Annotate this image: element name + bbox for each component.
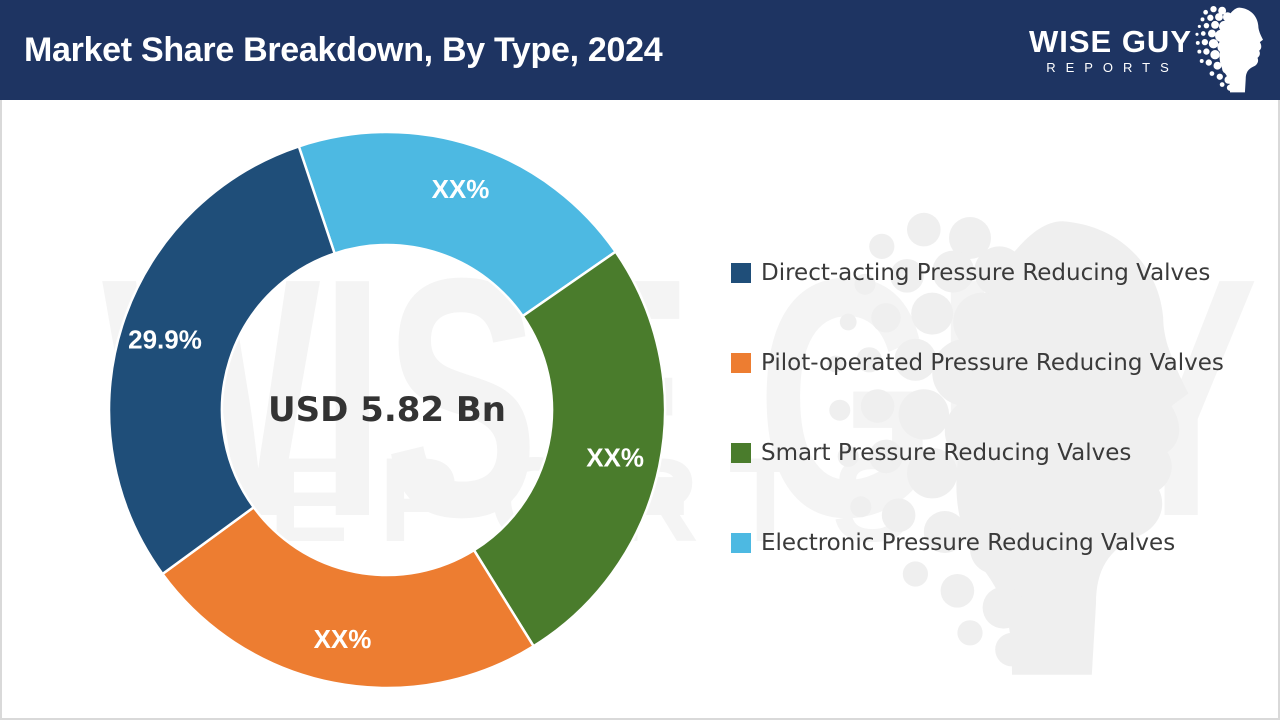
legend-item: Electronic Pressure Reducing Valves xyxy=(731,529,1224,557)
brand-logo-text: WISE GUY REPORTS xyxy=(1029,26,1192,74)
legend-item: Pilot-operated Pressure Reducing Valves xyxy=(731,349,1224,377)
legend-swatch xyxy=(731,533,751,553)
brand-subtitle: REPORTS xyxy=(1046,60,1179,75)
legend-item: Direct-acting Pressure Reducing Valves xyxy=(731,259,1224,287)
page-title: Market Share Breakdown, By Type, 2024 xyxy=(24,30,663,69)
legend-swatch xyxy=(731,353,751,373)
legend-label: Direct-acting Pressure Reducing Valves xyxy=(761,260,1211,286)
slice-label: XX% xyxy=(586,443,644,473)
brand-name: WISE GUY xyxy=(1028,24,1192,59)
donut-chart: XX% XX% XX% 29.9% xyxy=(107,130,667,690)
chart-area: WISE GUY REPORTS XX%XX%XX%29.9% USD 5.82… xyxy=(0,100,1280,720)
chart-center-value: USD 5.82 Bn xyxy=(268,390,506,430)
donut-slice xyxy=(160,505,536,690)
donut-slice xyxy=(107,144,337,576)
legend-label: Smart Pressure Reducing Valves xyxy=(761,440,1132,466)
slice-label: 29.9% xyxy=(128,324,202,354)
chart-legend: Direct-acting Pressure Reducing Valves P… xyxy=(731,259,1224,619)
legend-swatch xyxy=(731,443,751,463)
legend-item: Smart Pressure Reducing Valves xyxy=(731,439,1224,467)
legend-swatch xyxy=(731,263,751,283)
legend-label: Pilot-operated Pressure Reducing Valves xyxy=(761,350,1224,376)
donut-slice xyxy=(472,249,667,648)
brand-face-icon xyxy=(1195,6,1263,93)
slice-label: XX% xyxy=(314,624,372,654)
header-bar: Market Share Breakdown, By Type, 2024 WI… xyxy=(0,0,1280,100)
donut-slice xyxy=(297,130,618,318)
brand-logo: WISE GUY REPORTS xyxy=(1029,6,1270,94)
slice-label: XX% xyxy=(432,174,490,204)
legend-label: Electronic Pressure Reducing Valves xyxy=(761,530,1176,556)
